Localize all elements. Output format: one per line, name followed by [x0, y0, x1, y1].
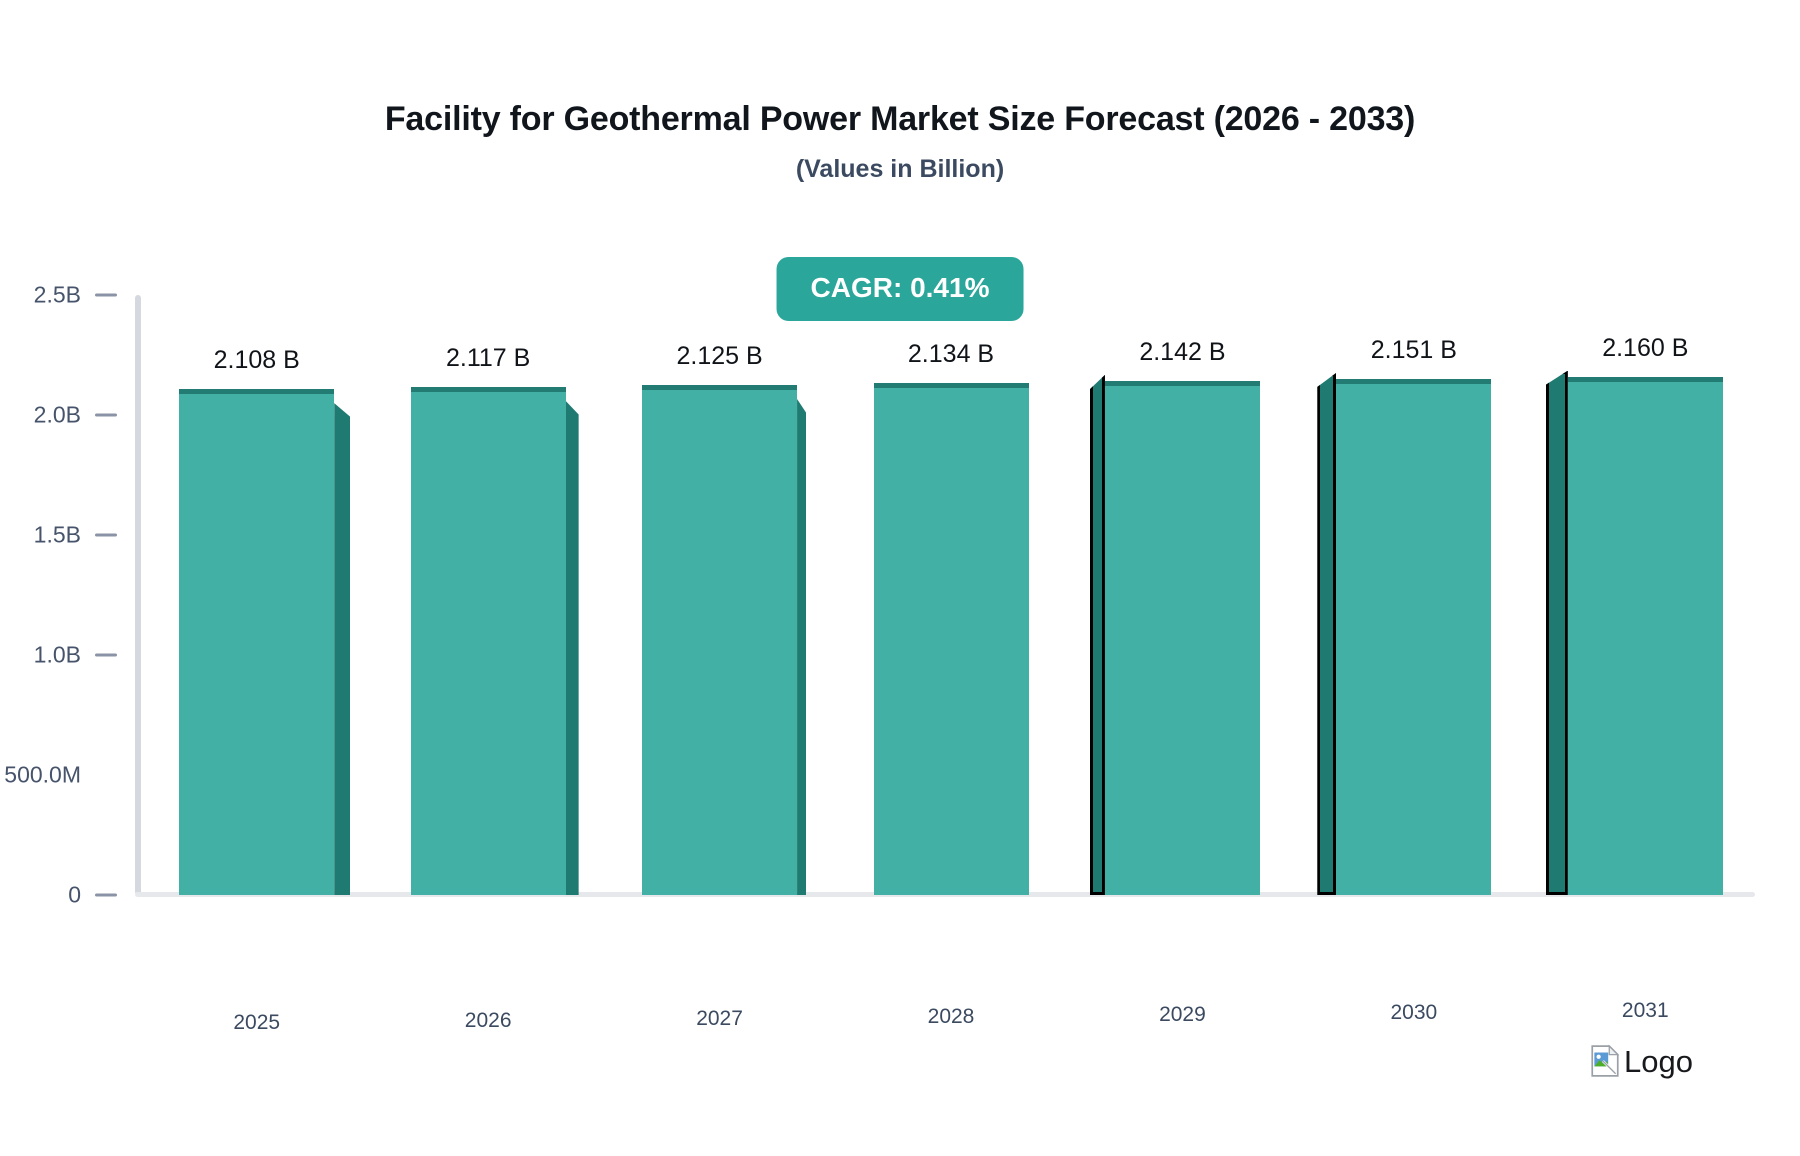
- y-axis-tick: 1.0B: [34, 642, 135, 669]
- bar-side-face: [565, 400, 579, 895]
- x-axis-tick-label: 2031: [1621, 998, 1669, 1022]
- bar-series: 2.108 B 2025 2.117 B 2026 2.125 B 2027 2.134 B…: [135, 295, 1755, 1034]
- bar[interactable]: 2.134 B 2028: [873, 340, 1029, 1028]
- bar-value-label: 2.151 B: [1370, 335, 1457, 364]
- bar[interactable]: 2.151 B 2030: [1317, 336, 1492, 1024]
- bar-face: [642, 385, 798, 895]
- y-axis-tick-label: 1.0B: [33, 641, 81, 668]
- y-axis-tick-mark: [95, 413, 117, 417]
- bar-value-label: 2.160 B: [1602, 333, 1689, 362]
- y-axis-tick-mark: [95, 293, 117, 297]
- x-axis-tick-label: 2028: [927, 1004, 975, 1028]
- bar[interactable]: 2.160 B 2031: [1545, 334, 1723, 1022]
- bar[interactable]: 2.108 B 2025: [179, 346, 351, 1034]
- x-axis-tick-label: 2027: [696, 1007, 743, 1030]
- y-axis-tick: 1.5B: [34, 522, 135, 549]
- y-axis-tick: 2.5B: [34, 282, 135, 309]
- x-axis-tick-label: 2025: [233, 1011, 281, 1035]
- logo: Logo: [1588, 1044, 1693, 1078]
- bar[interactable]: 2.142 B 2029: [1089, 338, 1260, 1026]
- y-axis-tick-mark: [95, 653, 117, 657]
- bar[interactable]: 2.117 B 2026: [410, 344, 579, 1032]
- bar-side-face: [1089, 374, 1105, 895]
- bar-value-label: 2.142 B: [1139, 337, 1226, 366]
- y-axis-tick-mark: [95, 893, 117, 897]
- bar-value-label: 2.134 B: [907, 339, 995, 368]
- x-axis-tick-label: 2026: [464, 1008, 512, 1032]
- bar-face: [1336, 378, 1492, 895]
- y-axis-tick-label: 500.0M: [4, 761, 81, 788]
- y-axis-line: [135, 295, 141, 895]
- y-axis-tick-label: 2.5B: [33, 281, 81, 308]
- bar-face: [1567, 376, 1723, 895]
- title-block: Facility for Geothermal Power Market Siz…: [0, 100, 1800, 184]
- page-title: Facility for Geothermal Power Market Siz…: [384, 100, 1416, 138]
- x-axis-tick-label: 2030: [1390, 1000, 1438, 1024]
- chart-subtitle: (Values in Billion): [795, 155, 1005, 184]
- bar-face: [179, 389, 335, 895]
- bar-value-label: 2.117 B: [445, 343, 531, 372]
- bar-side-face: [797, 399, 807, 895]
- bar-face: [873, 382, 1029, 895]
- plot-area: 0 500.0M 1.0B 1.5B 2.0B 2.5B 2.108 B 2025 2.117…: [4, 282, 1755, 1034]
- bar[interactable]: 2.125 B 2027: [642, 342, 807, 1030]
- bar-face: [1104, 380, 1260, 895]
- bar-value-label: 2.108 B: [213, 346, 300, 375]
- cagr-badge: CAGR: 0.41%: [776, 257, 1024, 321]
- y-axis-tick-mark: [95, 533, 117, 537]
- x-axis-tick-label: 2029: [1159, 1002, 1206, 1026]
- bar-face: [410, 386, 566, 895]
- y-axis-tick: 500.0M: [4, 762, 135, 789]
- y-axis-tick-label: 1.5B: [33, 521, 81, 548]
- logo-alt-text: Logo: [1624, 1043, 1693, 1079]
- y-axis-tick: 2.0B: [34, 402, 135, 429]
- y-axis-tick-label: 2.0B: [33, 401, 81, 428]
- broken-image-icon: [1591, 1044, 1620, 1077]
- bar-side-face: [1317, 372, 1337, 895]
- y-axis-tick: 0: [68, 882, 135, 909]
- y-axis-tick-label: 0: [68, 881, 81, 908]
- bar-side-face: [334, 403, 351, 895]
- bar-side-face: [1545, 370, 1568, 895]
- bar-value-label: 2.125 B: [676, 342, 763, 370]
